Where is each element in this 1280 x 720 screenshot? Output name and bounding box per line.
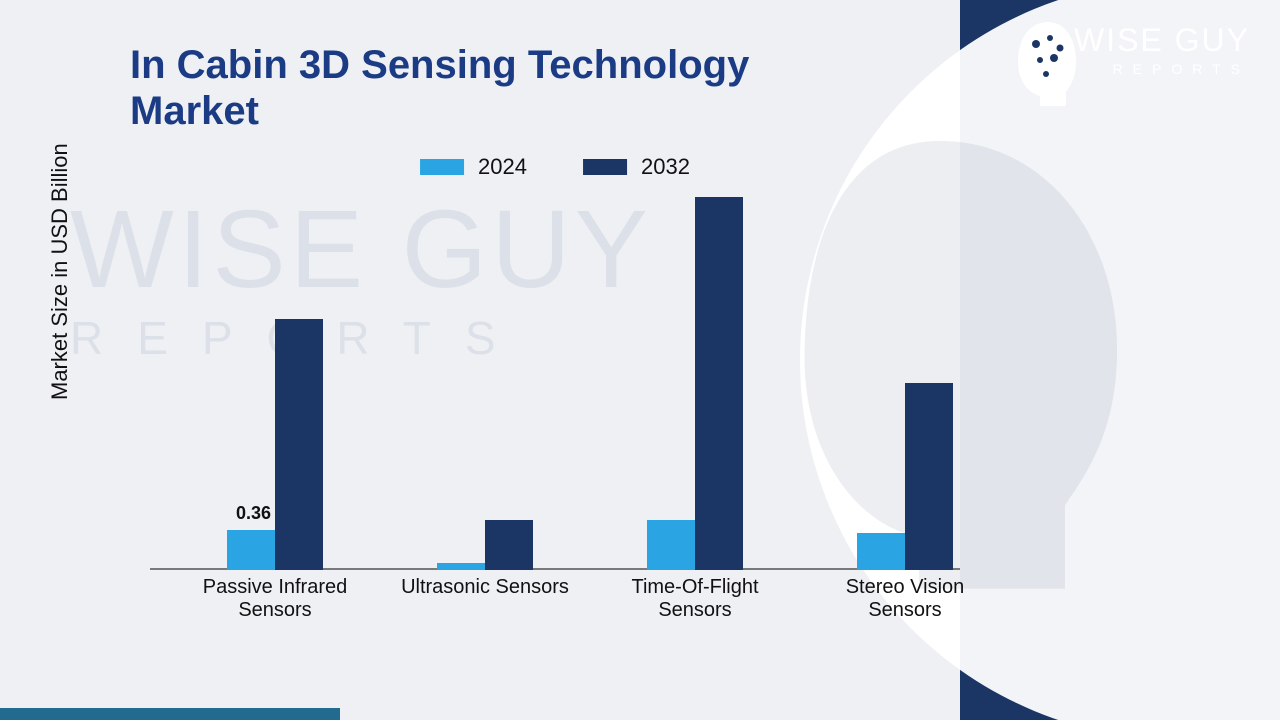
- bar-series-a: [647, 520, 695, 570]
- brand-line2: REPORTS: [1074, 61, 1250, 77]
- bar-series-a: [437, 563, 485, 570]
- legend-swatch-icon: [420, 159, 464, 175]
- legend-swatch-icon: [583, 159, 627, 175]
- legend: 2024 2032: [420, 154, 690, 180]
- bar-value-label: 0.36: [236, 503, 271, 524]
- brand-logo: WISE GUY REPORTS: [1074, 22, 1250, 77]
- plot-area: 2024 2032 0.36Passive Infrared SensorsUl…: [150, 180, 960, 570]
- legend-item: 2032: [583, 154, 690, 180]
- brand-line1: WISE GUY: [1074, 22, 1250, 59]
- legend-label: 2024: [478, 154, 527, 180]
- chart: Market Size in USD Billion 2024 2032 0.3…: [60, 170, 960, 650]
- category-label: Ultrasonic Sensors: [400, 576, 570, 599]
- bar-series-b: [275, 319, 323, 570]
- bar-series-b: [695, 197, 743, 570]
- legend-item: 2024: [420, 154, 527, 180]
- bar-series-a: [857, 533, 905, 570]
- bar-series-a: [227, 530, 275, 570]
- canvas: WISE GUY REPORTS In Cabin 3D Sensing Tec…: [0, 0, 1280, 720]
- bar-series-b: [905, 383, 953, 570]
- bottom-accent-bar: [0, 708, 340, 720]
- category-label: Time-Of-Flight Sensors: [610, 576, 780, 622]
- legend-label: 2032: [641, 154, 690, 180]
- bar-series-b: [485, 520, 533, 570]
- brand-head-icon: [1010, 20, 1080, 110]
- category-label: Passive Infrared Sensors: [190, 576, 360, 622]
- category-label: Stereo Vision Sensors: [820, 576, 990, 622]
- y-axis-label: Market Size in USD Billion: [47, 144, 73, 401]
- chart-title: In Cabin 3D Sensing Technology Market: [130, 42, 770, 134]
